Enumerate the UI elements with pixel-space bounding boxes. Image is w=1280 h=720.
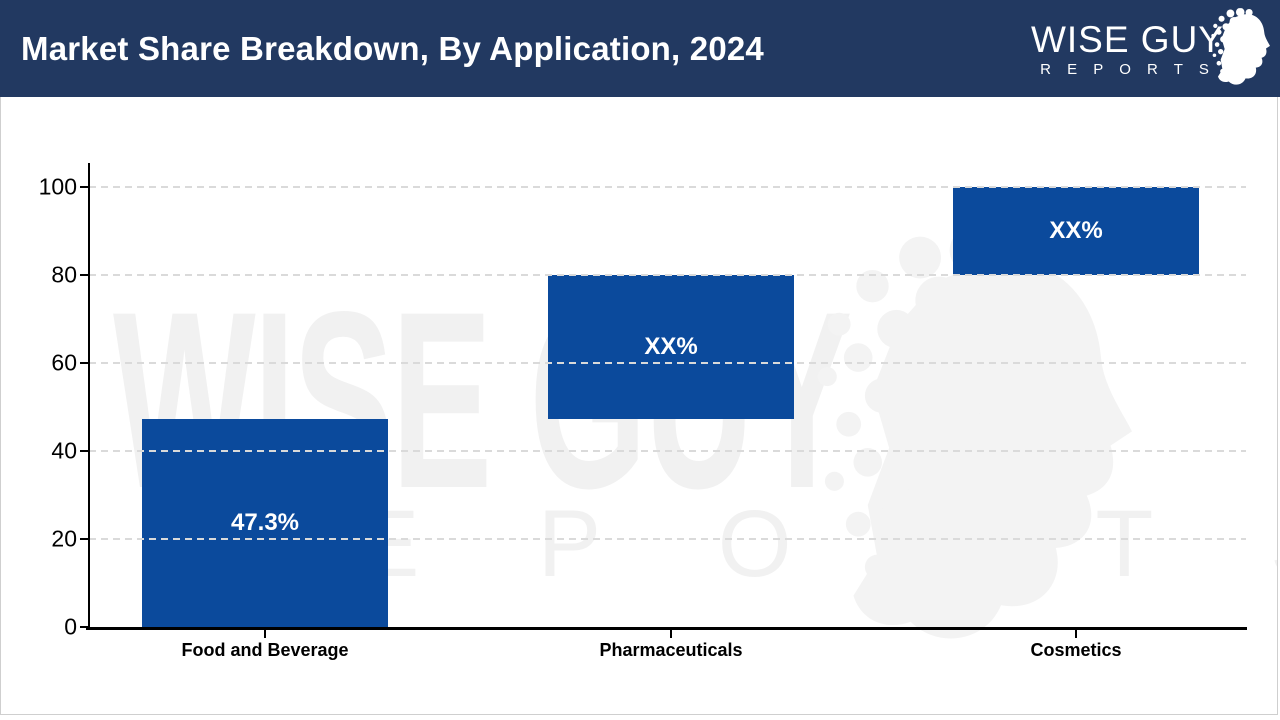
page-title: Market Share Breakdown, By Application, … xyxy=(21,29,764,67)
y-tick-mark xyxy=(80,626,89,628)
gridline-60 xyxy=(89,362,1246,364)
header: Market Share Breakdown, By Application, … xyxy=(0,0,1280,97)
bar-value-label: XX% xyxy=(1049,217,1103,244)
y-tick-label: 20 xyxy=(51,525,77,552)
wiseguy-logo-text: WISE GUY R E P O R T S xyxy=(1031,21,1224,77)
x-tick-mark xyxy=(670,629,672,638)
bar-pharmaceuticals xyxy=(548,275,794,419)
y-tick-mark xyxy=(80,538,89,540)
plot-area: 47.3% XX% XX% 0 20 40 60 80 100 Food and Beverage… xyxy=(1,97,1277,714)
x-tick-mark xyxy=(1075,629,1077,638)
logo-brand-name: WISE GUY xyxy=(1030,18,1224,60)
x-axis-line xyxy=(86,627,1247,630)
x-tick-mark xyxy=(264,629,266,638)
y-axis-line xyxy=(88,163,90,629)
y-tick-mark xyxy=(80,450,89,452)
dot-face-icon xyxy=(1210,7,1274,91)
y-tick-label: 100 xyxy=(38,173,77,200)
gridline-20 xyxy=(89,538,1246,540)
y-tick-mark xyxy=(80,362,89,364)
gridline-40 xyxy=(89,450,1246,452)
x-axis-label: Pharmaceuticals xyxy=(599,640,743,660)
y-tick-mark xyxy=(80,186,89,188)
gridline-80 xyxy=(89,274,1246,276)
logo-brand-sub: R E P O R T S xyxy=(1040,60,1215,78)
wiseguy-logo: WISE GUY R E P O R T S xyxy=(1031,7,1274,91)
gridline-100 xyxy=(89,186,1246,188)
bar-value-label: XX% xyxy=(644,332,698,360)
y-tick-mark xyxy=(80,274,89,276)
y-tick-label: 60 xyxy=(51,349,77,376)
bar-cosmetics xyxy=(953,187,1199,275)
x-axis-label: Food and Beverage xyxy=(181,640,349,660)
y-tick-label: 40 xyxy=(51,437,77,464)
chart-card: WISE GUY R E P O R T S 47.3% XX% XX% 0 20 40 6… xyxy=(0,97,1278,715)
bar-value-label: 47.3% xyxy=(230,508,300,536)
y-tick-label: 0 xyxy=(64,613,77,640)
bar-food-and-beverage xyxy=(142,418,388,627)
y-tick-label: 80 xyxy=(51,261,77,288)
x-axis-label: Cosmetics xyxy=(1030,640,1122,660)
